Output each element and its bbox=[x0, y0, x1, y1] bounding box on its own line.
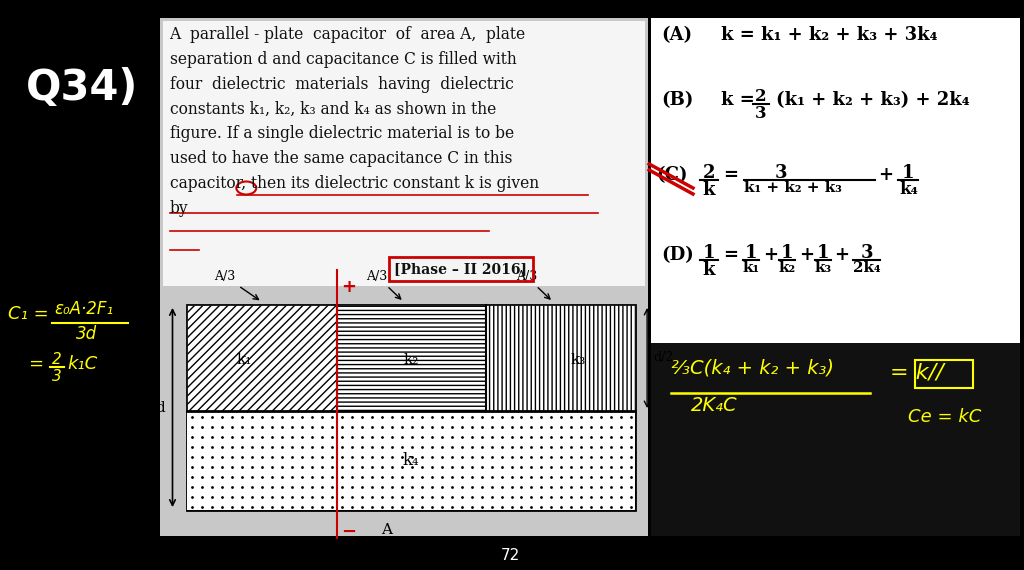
Text: 72: 72 bbox=[501, 548, 520, 563]
Text: (k₁ + k₂ + k₃) + 2k₄: (k₁ + k₂ + k₃) + 2k₄ bbox=[776, 91, 970, 109]
Text: k₂: k₂ bbox=[403, 353, 419, 367]
Bar bbox=[163, 21, 645, 286]
Text: +: + bbox=[763, 246, 778, 264]
Bar bbox=[915, 360, 973, 388]
Text: [Phase – II 2016]: [Phase – II 2016] bbox=[394, 262, 527, 276]
Text: k₃: k₃ bbox=[570, 353, 586, 367]
Bar bbox=[651, 18, 1020, 343]
Text: ε₀A·2F₁: ε₀A·2F₁ bbox=[55, 300, 114, 318]
Bar bbox=[160, 18, 648, 536]
Bar bbox=[486, 305, 635, 411]
Bar bbox=[389, 257, 534, 281]
Text: (B): (B) bbox=[662, 91, 693, 109]
Text: A: A bbox=[381, 523, 392, 537]
Text: k₁: k₁ bbox=[237, 353, 252, 367]
Text: 3: 3 bbox=[755, 105, 767, 122]
Text: Ce = kC: Ce = kC bbox=[908, 408, 982, 426]
Text: 3d: 3d bbox=[76, 325, 97, 343]
Text: k₂: k₂ bbox=[778, 261, 796, 275]
Text: A/3: A/3 bbox=[214, 270, 258, 300]
Bar bbox=[187, 305, 635, 510]
Text: =: = bbox=[723, 166, 738, 184]
Text: k: k bbox=[702, 181, 715, 199]
Text: 2: 2 bbox=[52, 352, 61, 367]
Text: k: k bbox=[702, 261, 715, 279]
Text: 3: 3 bbox=[52, 369, 61, 384]
Text: 1: 1 bbox=[902, 164, 914, 182]
Text: −: − bbox=[341, 523, 355, 541]
Bar bbox=[187, 305, 337, 411]
Text: +: + bbox=[879, 166, 894, 184]
Text: k₁: k₁ bbox=[742, 261, 760, 275]
Text: +: + bbox=[341, 278, 355, 296]
Text: =: = bbox=[28, 355, 43, 373]
Bar bbox=[337, 305, 486, 411]
Text: (D): (D) bbox=[662, 246, 694, 264]
Text: d/2: d/2 bbox=[653, 352, 674, 364]
Text: 1: 1 bbox=[702, 244, 715, 262]
Text: 2: 2 bbox=[755, 88, 767, 105]
Text: 1: 1 bbox=[816, 244, 828, 262]
Text: k₃: k₃ bbox=[814, 261, 831, 275]
Text: =: = bbox=[723, 246, 738, 264]
Text: d: d bbox=[155, 401, 165, 414]
Bar bbox=[187, 411, 635, 510]
Text: 3: 3 bbox=[860, 244, 872, 262]
Text: k = k₁ + k₂ + k₃ + 3k₄: k = k₁ + k₂ + k₃ + 3k₄ bbox=[721, 26, 937, 44]
Text: 2K₄C: 2K₄C bbox=[691, 396, 737, 415]
Text: A/3: A/3 bbox=[367, 270, 400, 299]
Text: 2: 2 bbox=[702, 164, 715, 182]
Text: A/3: A/3 bbox=[516, 270, 550, 299]
Text: +: + bbox=[799, 246, 814, 264]
Text: = k//: = k// bbox=[891, 363, 944, 383]
Text: (A): (A) bbox=[662, 26, 692, 44]
Text: +: + bbox=[835, 246, 850, 264]
Text: k₄: k₄ bbox=[403, 452, 420, 469]
Text: k =: k = bbox=[721, 91, 761, 109]
Text: A  parallel - plate  capacitor  of  area A,  plate
separation d and capacitance : A parallel - plate capacitor of area A, … bbox=[170, 26, 539, 217]
Text: 1: 1 bbox=[780, 244, 793, 262]
Text: k₄: k₄ bbox=[899, 181, 918, 198]
Text: ²⁄₃C(k₄ + k₂ + k₃): ²⁄₃C(k₄ + k₂ + k₃) bbox=[671, 358, 834, 377]
Bar bbox=[651, 343, 1020, 536]
Text: Q34): Q34) bbox=[26, 67, 138, 109]
Text: C₁ =: C₁ = bbox=[8, 305, 49, 323]
Text: 3: 3 bbox=[774, 164, 787, 182]
Text: k₁ + k₂ + k₃: k₁ + k₂ + k₃ bbox=[743, 181, 842, 195]
Text: 1: 1 bbox=[744, 244, 757, 262]
Text: 2k₄: 2k₄ bbox=[853, 261, 881, 275]
Text: (C): (C) bbox=[656, 166, 687, 184]
Text: k₁C: k₁C bbox=[68, 355, 98, 373]
